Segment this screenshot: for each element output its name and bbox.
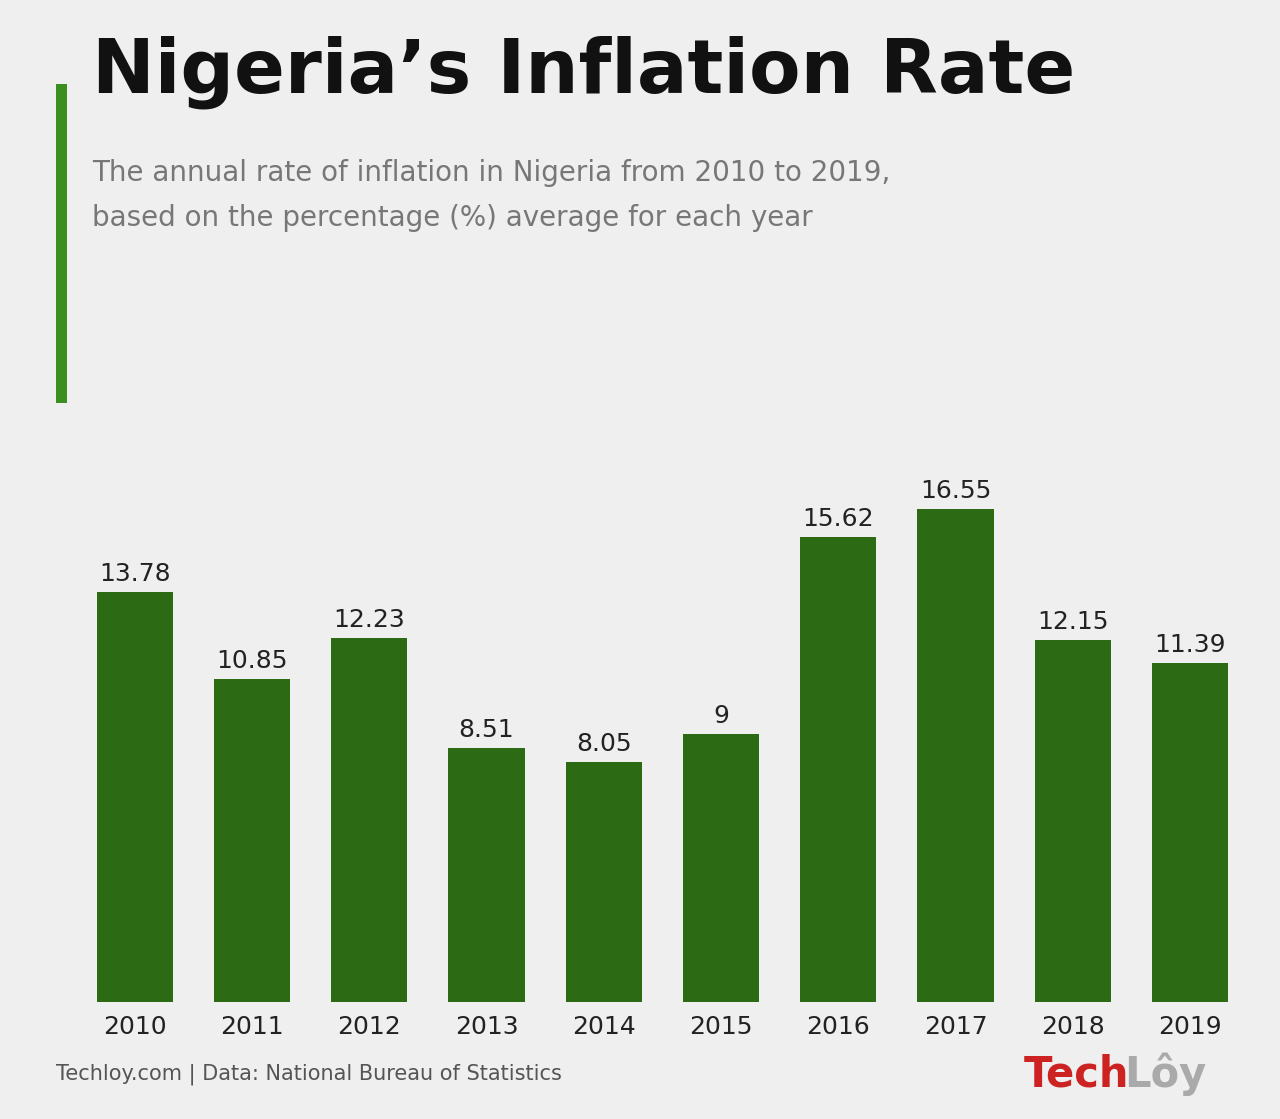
- Bar: [214, 679, 291, 1002]
- Bar: [97, 592, 173, 1002]
- Bar: [1152, 662, 1228, 1002]
- Text: 15.62: 15.62: [803, 507, 874, 532]
- Text: Techloy.com | Data: National Bureau of Statistics: Techloy.com | Data: National Bureau of S…: [56, 1063, 562, 1085]
- Bar: [684, 734, 759, 1002]
- Bar: [448, 749, 525, 1002]
- Text: based on the percentage (%) average for each year: based on the percentage (%) average for …: [92, 204, 813, 232]
- Text: 8.05: 8.05: [576, 732, 631, 756]
- Text: 12.23: 12.23: [334, 608, 406, 632]
- Text: The annual rate of inflation in Nigeria from 2010 to 2019,: The annual rate of inflation in Nigeria …: [92, 159, 891, 187]
- Bar: [332, 638, 407, 1002]
- Text: 11.39: 11.39: [1155, 633, 1226, 657]
- Text: 12.15: 12.15: [1037, 610, 1108, 634]
- Text: 10.85: 10.85: [216, 649, 288, 673]
- Text: 8.51: 8.51: [458, 718, 515, 742]
- Text: 13.78: 13.78: [99, 562, 170, 585]
- Text: 9: 9: [713, 704, 728, 727]
- Text: Lôy: Lôy: [1124, 1053, 1206, 1096]
- Text: 16.55: 16.55: [920, 479, 991, 504]
- Bar: [918, 509, 993, 1002]
- Text: Nigeria’s Inflation Rate: Nigeria’s Inflation Rate: [92, 36, 1075, 110]
- Bar: [1034, 640, 1111, 1002]
- Bar: [566, 762, 641, 1002]
- Bar: [800, 537, 877, 1002]
- Text: Tech: Tech: [1024, 1053, 1129, 1096]
